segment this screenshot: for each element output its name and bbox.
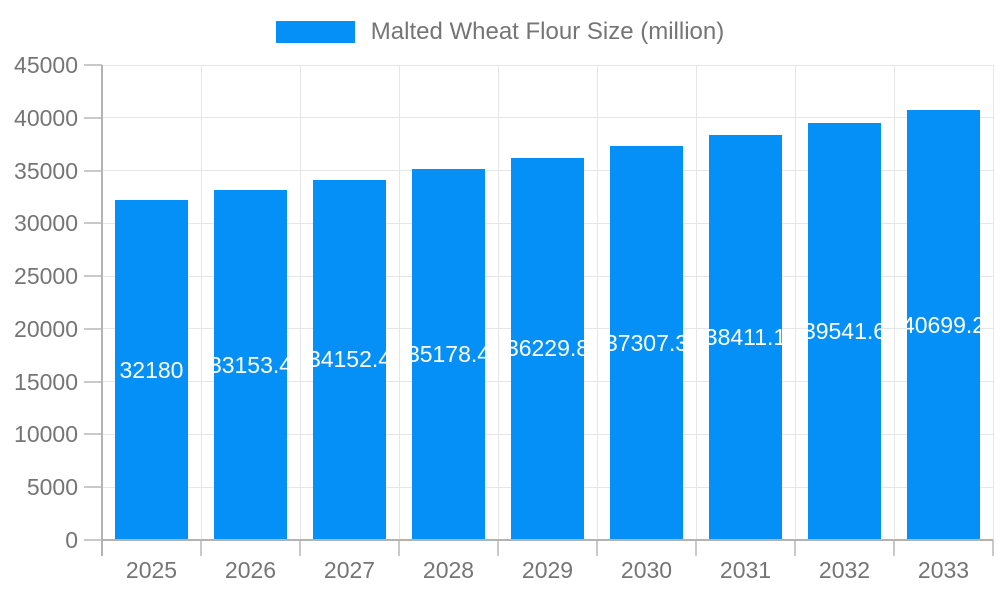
legend-series-label[interactable]: Malted Wheat Flour Size (million) [370,18,725,45]
x-tick-mark [398,540,400,556]
x-tick-mark [992,540,994,556]
x-tick-label: 2033 [917,557,970,583]
x-gridline [200,65,202,540]
x-gridline [992,65,994,540]
bar-2026[interactable]: 33153.4 [214,190,287,540]
bar-value-label: 33153.4 [214,351,287,378]
legend-swatch[interactable] [275,21,355,43]
x-tick-label: 2025 [125,557,178,583]
x-tick-label: 2030 [620,557,673,583]
y-tick-mark [84,116,102,119]
bar-value-label: 38411.1 [709,323,782,350]
bar-value-label: 39541.6 [808,317,881,344]
x-gridline [596,65,598,540]
y-tick-mark [84,380,102,383]
y-tick-label: 15000 [14,368,78,395]
x-tick-label: 2028 [422,557,475,583]
x-gridline [794,65,796,540]
x-tick-mark [596,540,598,556]
x-gridline [398,65,400,540]
x-tick-mark [695,540,697,556]
y-gridline [102,117,993,119]
bar-2028[interactable]: 35178.4 [412,168,485,540]
x-tick-mark [299,540,301,556]
y-tick-label: 25000 [14,263,78,290]
y-tick-label: 0 [65,527,78,553]
y-tick-mark [84,539,102,541]
bar-value-label: 35178.4 [412,340,485,367]
bar-2033[interactable]: 40699.2 [907,110,980,540]
y-tick-mark [84,275,102,278]
y-tick-mark [84,64,102,66]
bar-value-label: 32180 [119,356,184,383]
bar-2030[interactable]: 37307.3 [610,146,683,540]
x-gridline [893,65,895,540]
x-tick-mark [794,540,796,556]
x-tick-mark [893,540,895,556]
y-gridline [102,64,993,66]
x-tick-mark [497,540,499,556]
y-tick-mark [84,327,102,330]
x-tick-label: 2031 [719,557,772,583]
bar-value-label: 37307.3 [610,329,683,356]
x-gridline [497,65,499,540]
y-tick-label: 30000 [14,210,78,237]
y-tick-label: 40000 [14,104,78,131]
x-tick-label: 2029 [521,557,574,583]
y-tick-label: 10000 [14,421,78,448]
bar-value-label: 34152.4 [313,346,386,373]
y-tick-label: 5000 [26,474,78,501]
y-tick-label: 45000 [14,52,78,78]
x-axis-line [102,539,993,541]
bar-2027[interactable]: 34152.4 [313,179,386,540]
bar-2025[interactable]: 32180 [115,200,188,540]
y-tick-mark [84,169,102,172]
y-axis-line [101,65,103,556]
x-gridline [695,65,697,540]
bar-2032[interactable]: 39541.6 [808,122,881,540]
y-tick-mark [84,222,102,225]
bar-value-label: 36229.8 [511,335,584,362]
y-tick-label: 35000 [14,157,78,184]
legend: Malted Wheat Flour Size (million) [0,18,1000,46]
x-tick-mark [200,540,202,556]
x-tick-label: 2027 [323,557,376,583]
x-tick-label: 2026 [224,557,277,583]
bar-2029[interactable]: 36229.8 [511,157,584,540]
y-tick-mark [84,433,102,436]
x-gridline [299,65,301,540]
bar-value-label: 40699.2 [907,311,980,338]
x-tick-label: 2032 [818,557,871,583]
y-tick-mark [84,486,102,489]
bar-2031[interactable]: 38411.1 [709,134,782,540]
y-tick-label: 20000 [14,315,78,342]
